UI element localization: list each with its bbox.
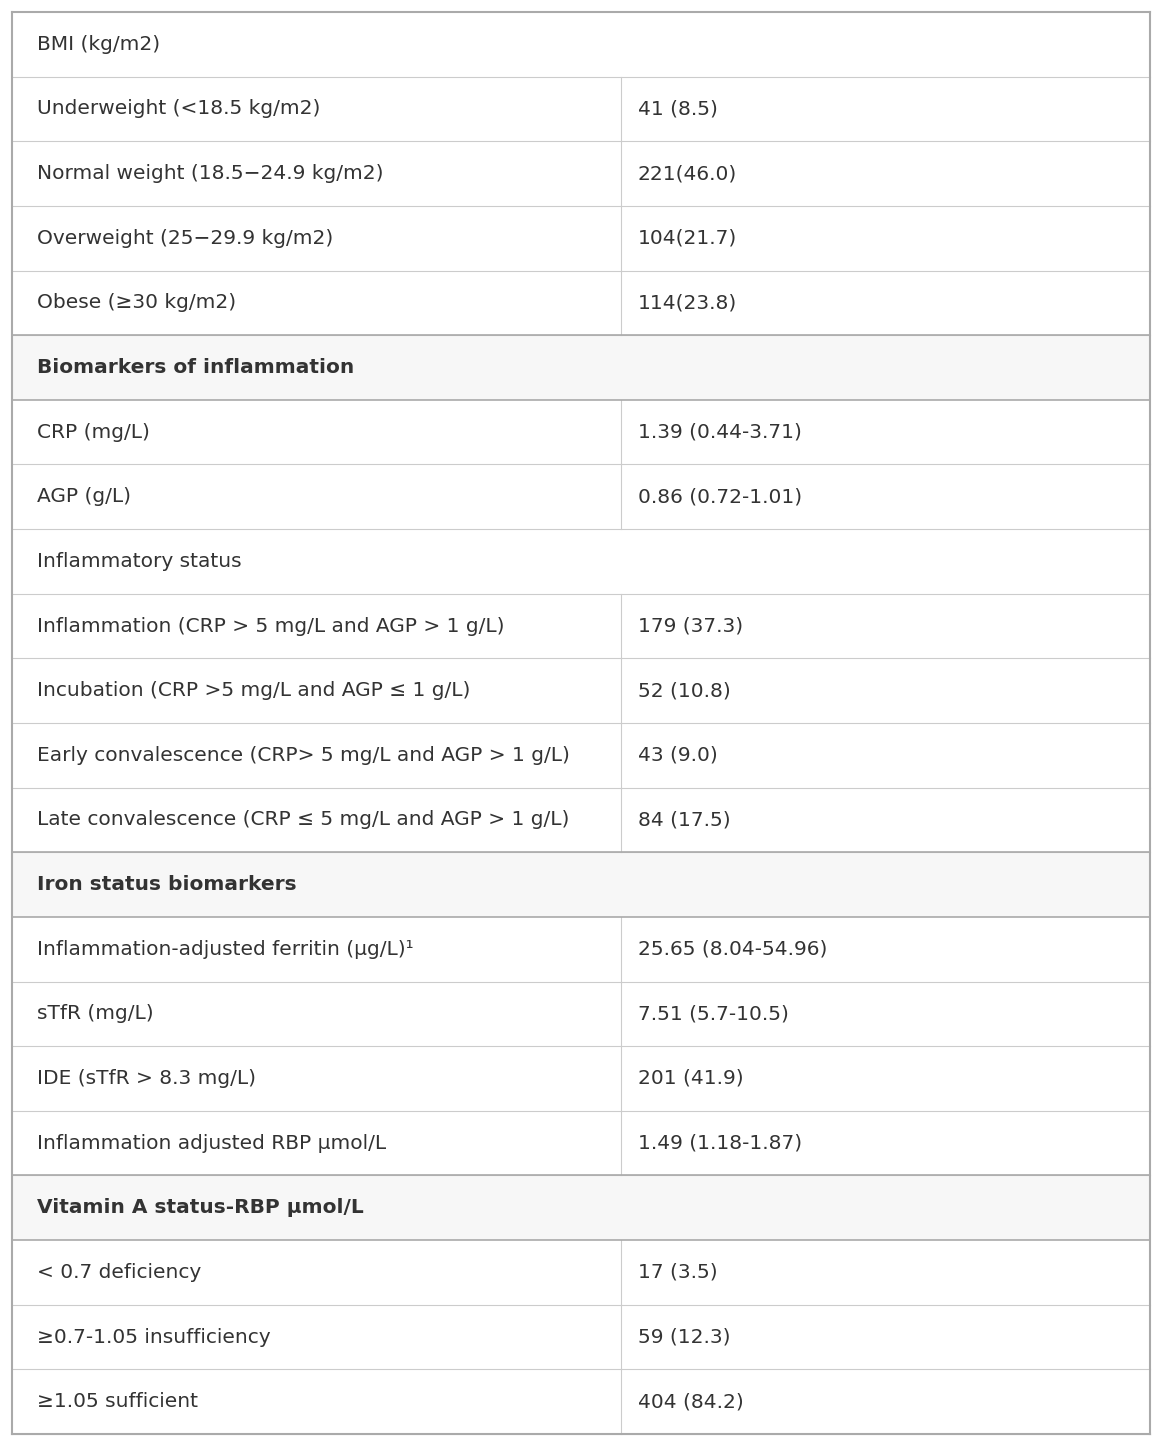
Bar: [12, 335, 1150, 399]
Text: ≥0.7-1.05 insufficiency: ≥0.7-1.05 insufficiency: [37, 1327, 271, 1346]
Text: 201 (41.9): 201 (41.9): [638, 1069, 744, 1087]
Text: 41 (8.5): 41 (8.5): [638, 100, 718, 119]
Bar: [12, 852, 1150, 917]
Text: sTfR (mg/L): sTfR (mg/L): [37, 1005, 153, 1024]
Text: CRP (mg/L): CRP (mg/L): [37, 422, 150, 441]
Text: Normal weight (18.5−24.9 kg/m2): Normal weight (18.5−24.9 kg/m2): [37, 163, 383, 184]
Text: 7.51 (5.7-10.5): 7.51 (5.7-10.5): [638, 1005, 789, 1024]
Text: Early convalescence (CRP> 5 mg/L and AGP > 1 g/L): Early convalescence (CRP> 5 mg/L and AGP…: [37, 746, 569, 765]
Text: 221(46.0): 221(46.0): [638, 163, 737, 184]
Text: 17 (3.5): 17 (3.5): [638, 1262, 717, 1283]
Text: Inflammation (CRP > 5 mg/L and AGP > 1 g/L): Inflammation (CRP > 5 mg/L and AGP > 1 g…: [37, 616, 504, 636]
Bar: [12, 1176, 1150, 1241]
Text: Underweight (<18.5 kg/m2): Underweight (<18.5 kg/m2): [37, 100, 321, 119]
Text: Iron status biomarkers: Iron status biomarkers: [37, 875, 296, 894]
Text: Biomarkers of inflammation: Biomarkers of inflammation: [37, 359, 354, 377]
Text: 52 (10.8): 52 (10.8): [638, 681, 731, 700]
Text: < 0.7 deficiency: < 0.7 deficiency: [37, 1262, 201, 1283]
Text: Overweight (25−29.9 kg/m2): Overweight (25−29.9 kg/m2): [37, 228, 333, 247]
Text: 404 (84.2): 404 (84.2): [638, 1392, 744, 1411]
Text: 114(23.8): 114(23.8): [638, 294, 737, 312]
Text: Late convalescence (CRP ≤ 5 mg/L and AGP > 1 g/L): Late convalescence (CRP ≤ 5 mg/L and AGP…: [37, 810, 569, 830]
Text: 179 (37.3): 179 (37.3): [638, 616, 743, 636]
Text: ≥1.05 sufficient: ≥1.05 sufficient: [37, 1392, 198, 1411]
Text: 104(21.7): 104(21.7): [638, 228, 737, 247]
Text: Vitamin A status-RBP μmol/L: Vitamin A status-RBP μmol/L: [37, 1199, 364, 1218]
Text: 84 (17.5): 84 (17.5): [638, 810, 731, 830]
Text: 1.39 (0.44-3.71): 1.39 (0.44-3.71): [638, 422, 802, 441]
Text: 59 (12.3): 59 (12.3): [638, 1327, 731, 1346]
Text: Inflammatory status: Inflammatory status: [37, 552, 242, 571]
Text: AGP (g/L): AGP (g/L): [37, 487, 131, 506]
Text: 0.86 (0.72-1.01): 0.86 (0.72-1.01): [638, 487, 802, 506]
Text: Inflammation adjusted RBP μmol/L: Inflammation adjusted RBP μmol/L: [37, 1134, 386, 1152]
Text: 43 (9.0): 43 (9.0): [638, 746, 718, 765]
Text: BMI (kg/m2): BMI (kg/m2): [37, 35, 160, 54]
Text: 1.49 (1.18-1.87): 1.49 (1.18-1.87): [638, 1134, 802, 1152]
Text: Obese (≥30 kg/m2): Obese (≥30 kg/m2): [37, 294, 236, 312]
Text: IDE (sTfR > 8.3 mg/L): IDE (sTfR > 8.3 mg/L): [37, 1069, 256, 1087]
Text: 25.65 (8.04-54.96): 25.65 (8.04-54.96): [638, 940, 827, 959]
Text: Inflammation-adjusted ferritin (μg/L)¹: Inflammation-adjusted ferritin (μg/L)¹: [37, 940, 414, 959]
Text: Incubation (CRP >5 mg/L and AGP ≤ 1 g/L): Incubation (CRP >5 mg/L and AGP ≤ 1 g/L): [37, 681, 471, 700]
